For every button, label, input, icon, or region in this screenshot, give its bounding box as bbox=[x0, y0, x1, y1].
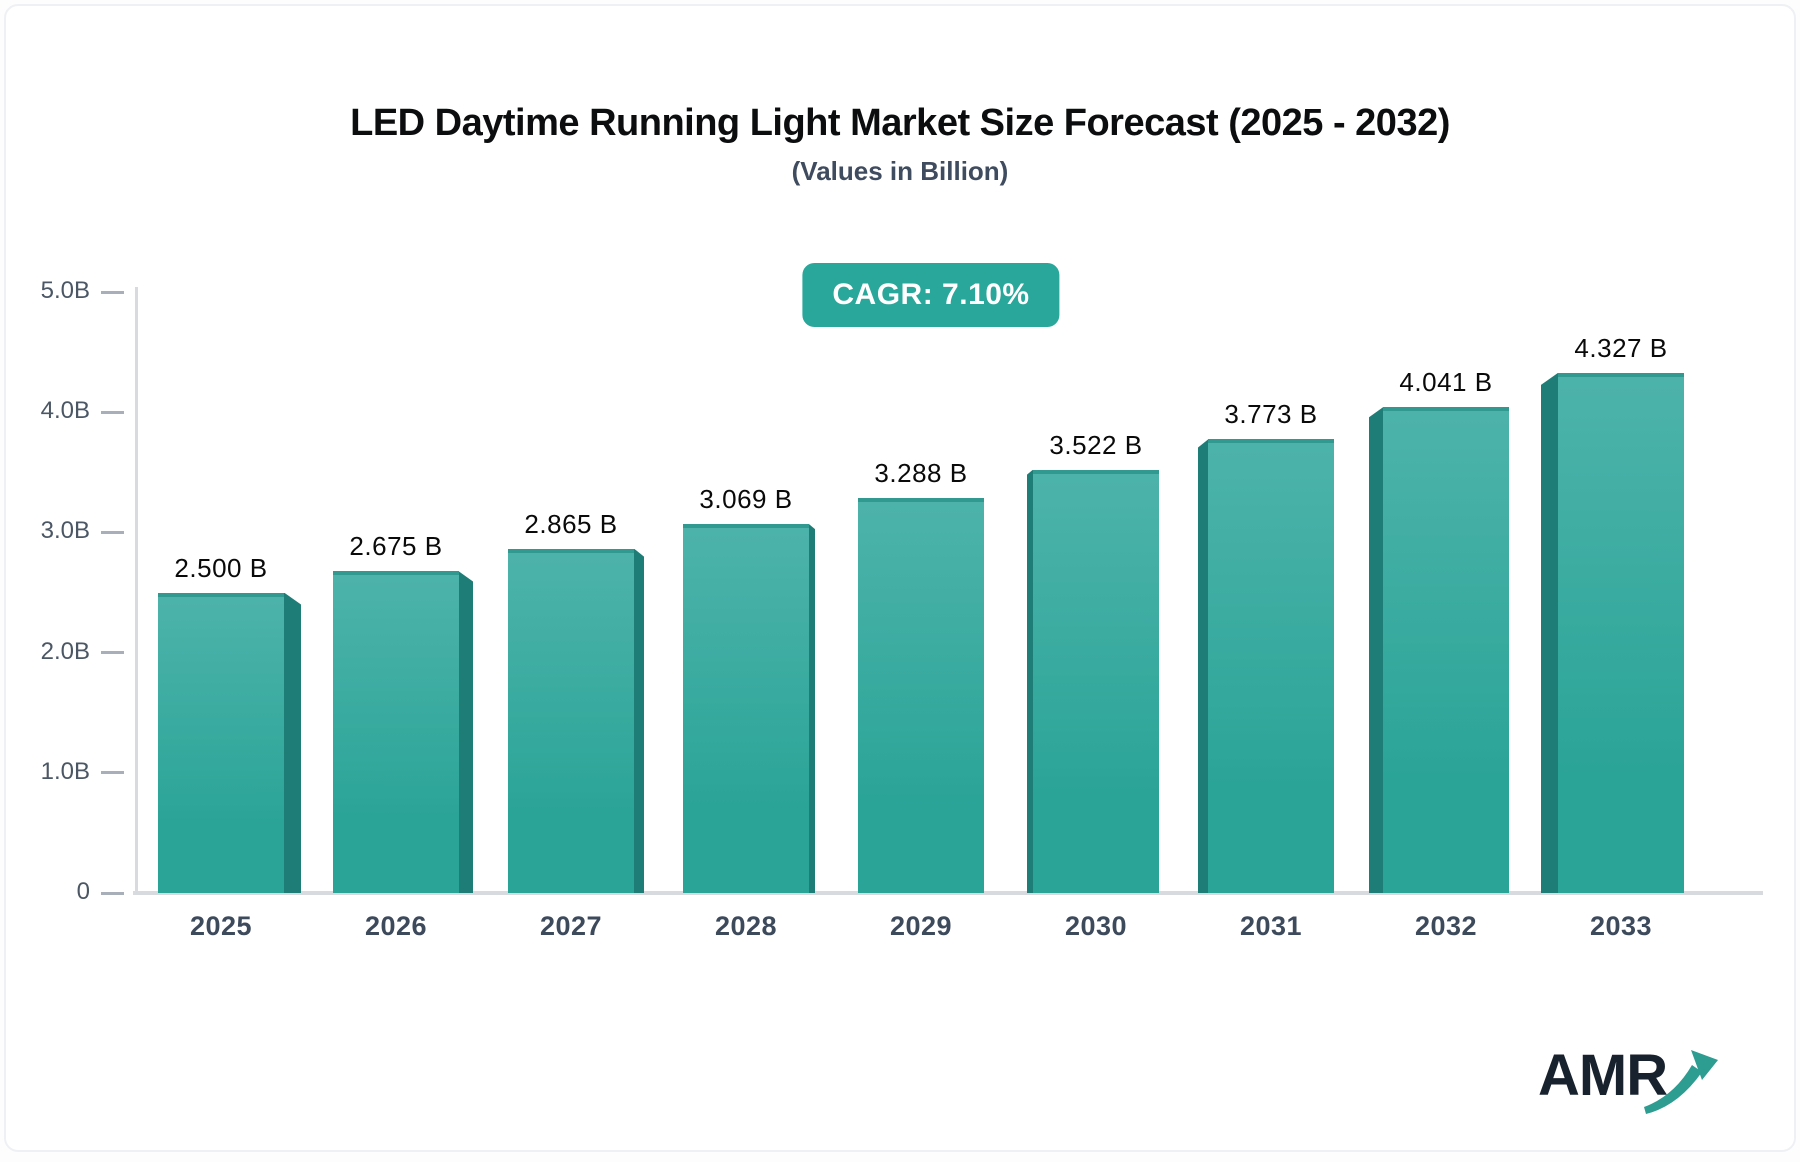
y-axis-tick-label: 5.0B bbox=[6, 277, 90, 305]
x-axis-label-2030: 2030 bbox=[1065, 911, 1127, 942]
y-axis-line bbox=[135, 287, 138, 895]
bar-3d-side bbox=[1198, 439, 1208, 893]
y-axis-tick-label: 3.0B bbox=[6, 517, 90, 545]
bar-value-label: 2.865 B bbox=[524, 509, 617, 540]
bar-value-label: 4.327 B bbox=[1574, 333, 1667, 364]
bar-value-label: 2.675 B bbox=[349, 531, 442, 562]
growth-arrow-icon bbox=[1644, 1044, 1734, 1122]
bar-2028 bbox=[683, 524, 809, 893]
bar-2033 bbox=[1558, 373, 1684, 893]
bar-2032 bbox=[1383, 407, 1509, 893]
bar-3d-side bbox=[1541, 373, 1558, 893]
bar-value-label: 3.773 B bbox=[1224, 399, 1317, 430]
bar-3d-side bbox=[459, 571, 473, 893]
x-axis-label-2033: 2033 bbox=[1590, 911, 1652, 942]
chart-card: LED Daytime Running Light Market Size Fo… bbox=[4, 4, 1796, 1152]
bar-3d-side bbox=[284, 593, 301, 894]
bar-chart: 0 1.0B 2.0B 3.0B 4.0B 5.0B 2.500 B 2025 2.675 B 2… bbox=[6, 6, 1800, 1162]
y-axis-tick bbox=[101, 531, 124, 534]
x-axis-label-2032: 2032 bbox=[1415, 911, 1477, 942]
x-axis-label-2028: 2028 bbox=[715, 911, 777, 942]
y-axis-tick bbox=[101, 892, 124, 895]
bar-3d-side bbox=[809, 524, 815, 893]
bar-value-label: 3.069 B bbox=[699, 484, 792, 515]
bar-2031 bbox=[1208, 439, 1334, 893]
amr-logo: AMR bbox=[1538, 1042, 1758, 1122]
bar-value-label: 4.041 B bbox=[1399, 367, 1492, 398]
y-axis-tick-label: 1.0B bbox=[6, 758, 90, 786]
x-axis-label-2025: 2025 bbox=[190, 911, 252, 942]
bar-2029 bbox=[858, 498, 984, 893]
bar-2027 bbox=[508, 549, 634, 893]
y-axis-tick bbox=[101, 411, 124, 414]
y-axis-tick-label: 2.0B bbox=[6, 638, 90, 666]
bar-2030 bbox=[1033, 470, 1159, 893]
bar-value-label: 2.500 B bbox=[174, 553, 267, 584]
y-axis-tick bbox=[101, 651, 124, 654]
bar-value-label: 3.288 B bbox=[874, 458, 967, 489]
bar-2025 bbox=[158, 593, 284, 894]
y-axis-tick bbox=[101, 291, 124, 294]
x-axis-label-2031: 2031 bbox=[1240, 911, 1302, 942]
x-axis-label-2029: 2029 bbox=[890, 911, 952, 942]
y-axis-tick-label: 4.0B bbox=[6, 397, 90, 425]
bar-value-label: 3.522 B bbox=[1049, 430, 1142, 461]
y-axis-tick-label: 0 bbox=[6, 878, 90, 906]
bar-3d-side bbox=[634, 549, 644, 893]
bar-2026 bbox=[333, 571, 459, 893]
y-axis-tick bbox=[101, 771, 124, 774]
x-axis-label-2027: 2027 bbox=[540, 911, 602, 942]
x-axis-label-2026: 2026 bbox=[365, 911, 427, 942]
bar-3d-side bbox=[1369, 407, 1383, 893]
